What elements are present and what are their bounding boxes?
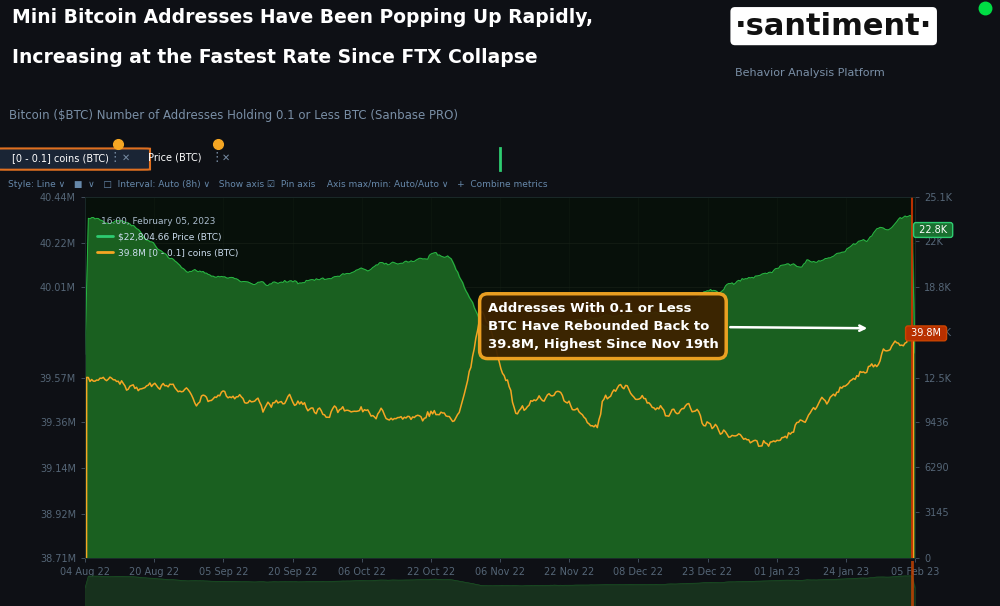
Text: ✕: ✕ [122,153,130,163]
Text: Style: Line ∨   ■  ∨   □  Interval: Auto (8h) ∨   Show axis ☑  Pin axis    Axis : Style: Line ∨ ■ ∨ □ Interval: Auto (8h) … [8,181,548,189]
Text: Increasing at the Fastest Rate Since FTX Collapse: Increasing at the Fastest Rate Since FTX… [12,48,538,67]
Text: Mini Bitcoin Addresses Have Been Popping Up Rapidly,: Mini Bitcoin Addresses Have Been Popping… [12,8,593,27]
Text: ✕: ✕ [222,153,230,163]
Text: ·santiment·: ·santiment· [735,12,932,41]
Text: ⋮: ⋮ [210,152,222,164]
FancyBboxPatch shape [0,148,150,170]
Text: $22,804.66 Price (BTC): $22,804.66 Price (BTC) [118,233,222,242]
Text: Bitcoin ($BTC) Number of Addresses Holding 0.1 or Less BTC (Sanbase PRO): Bitcoin ($BTC) Number of Addresses Holdi… [9,109,458,122]
Text: 22.8K: 22.8K [916,225,950,235]
Text: 39.8M: 39.8M [908,328,944,338]
Text: Price (BTC): Price (BTC) [148,153,202,163]
Text: 39.8M [0 - 0.1] coins (BTC): 39.8M [0 - 0.1] coins (BTC) [118,249,238,258]
Text: Addresses With 0.1 or Less
BTC Have Rebounded Back to
39.8M, Highest Since Nov 1: Addresses With 0.1 or Less BTC Have Rebo… [488,302,865,351]
Text: 16:00, February 05, 2023: 16:00, February 05, 2023 [101,217,215,225]
Text: Behavior Analysis Platform: Behavior Analysis Platform [735,68,885,78]
Text: [0 - 0.1] coins (BTC): [0 - 0.1] coins (BTC) [12,153,109,163]
Text: ⋮: ⋮ [108,152,120,164]
